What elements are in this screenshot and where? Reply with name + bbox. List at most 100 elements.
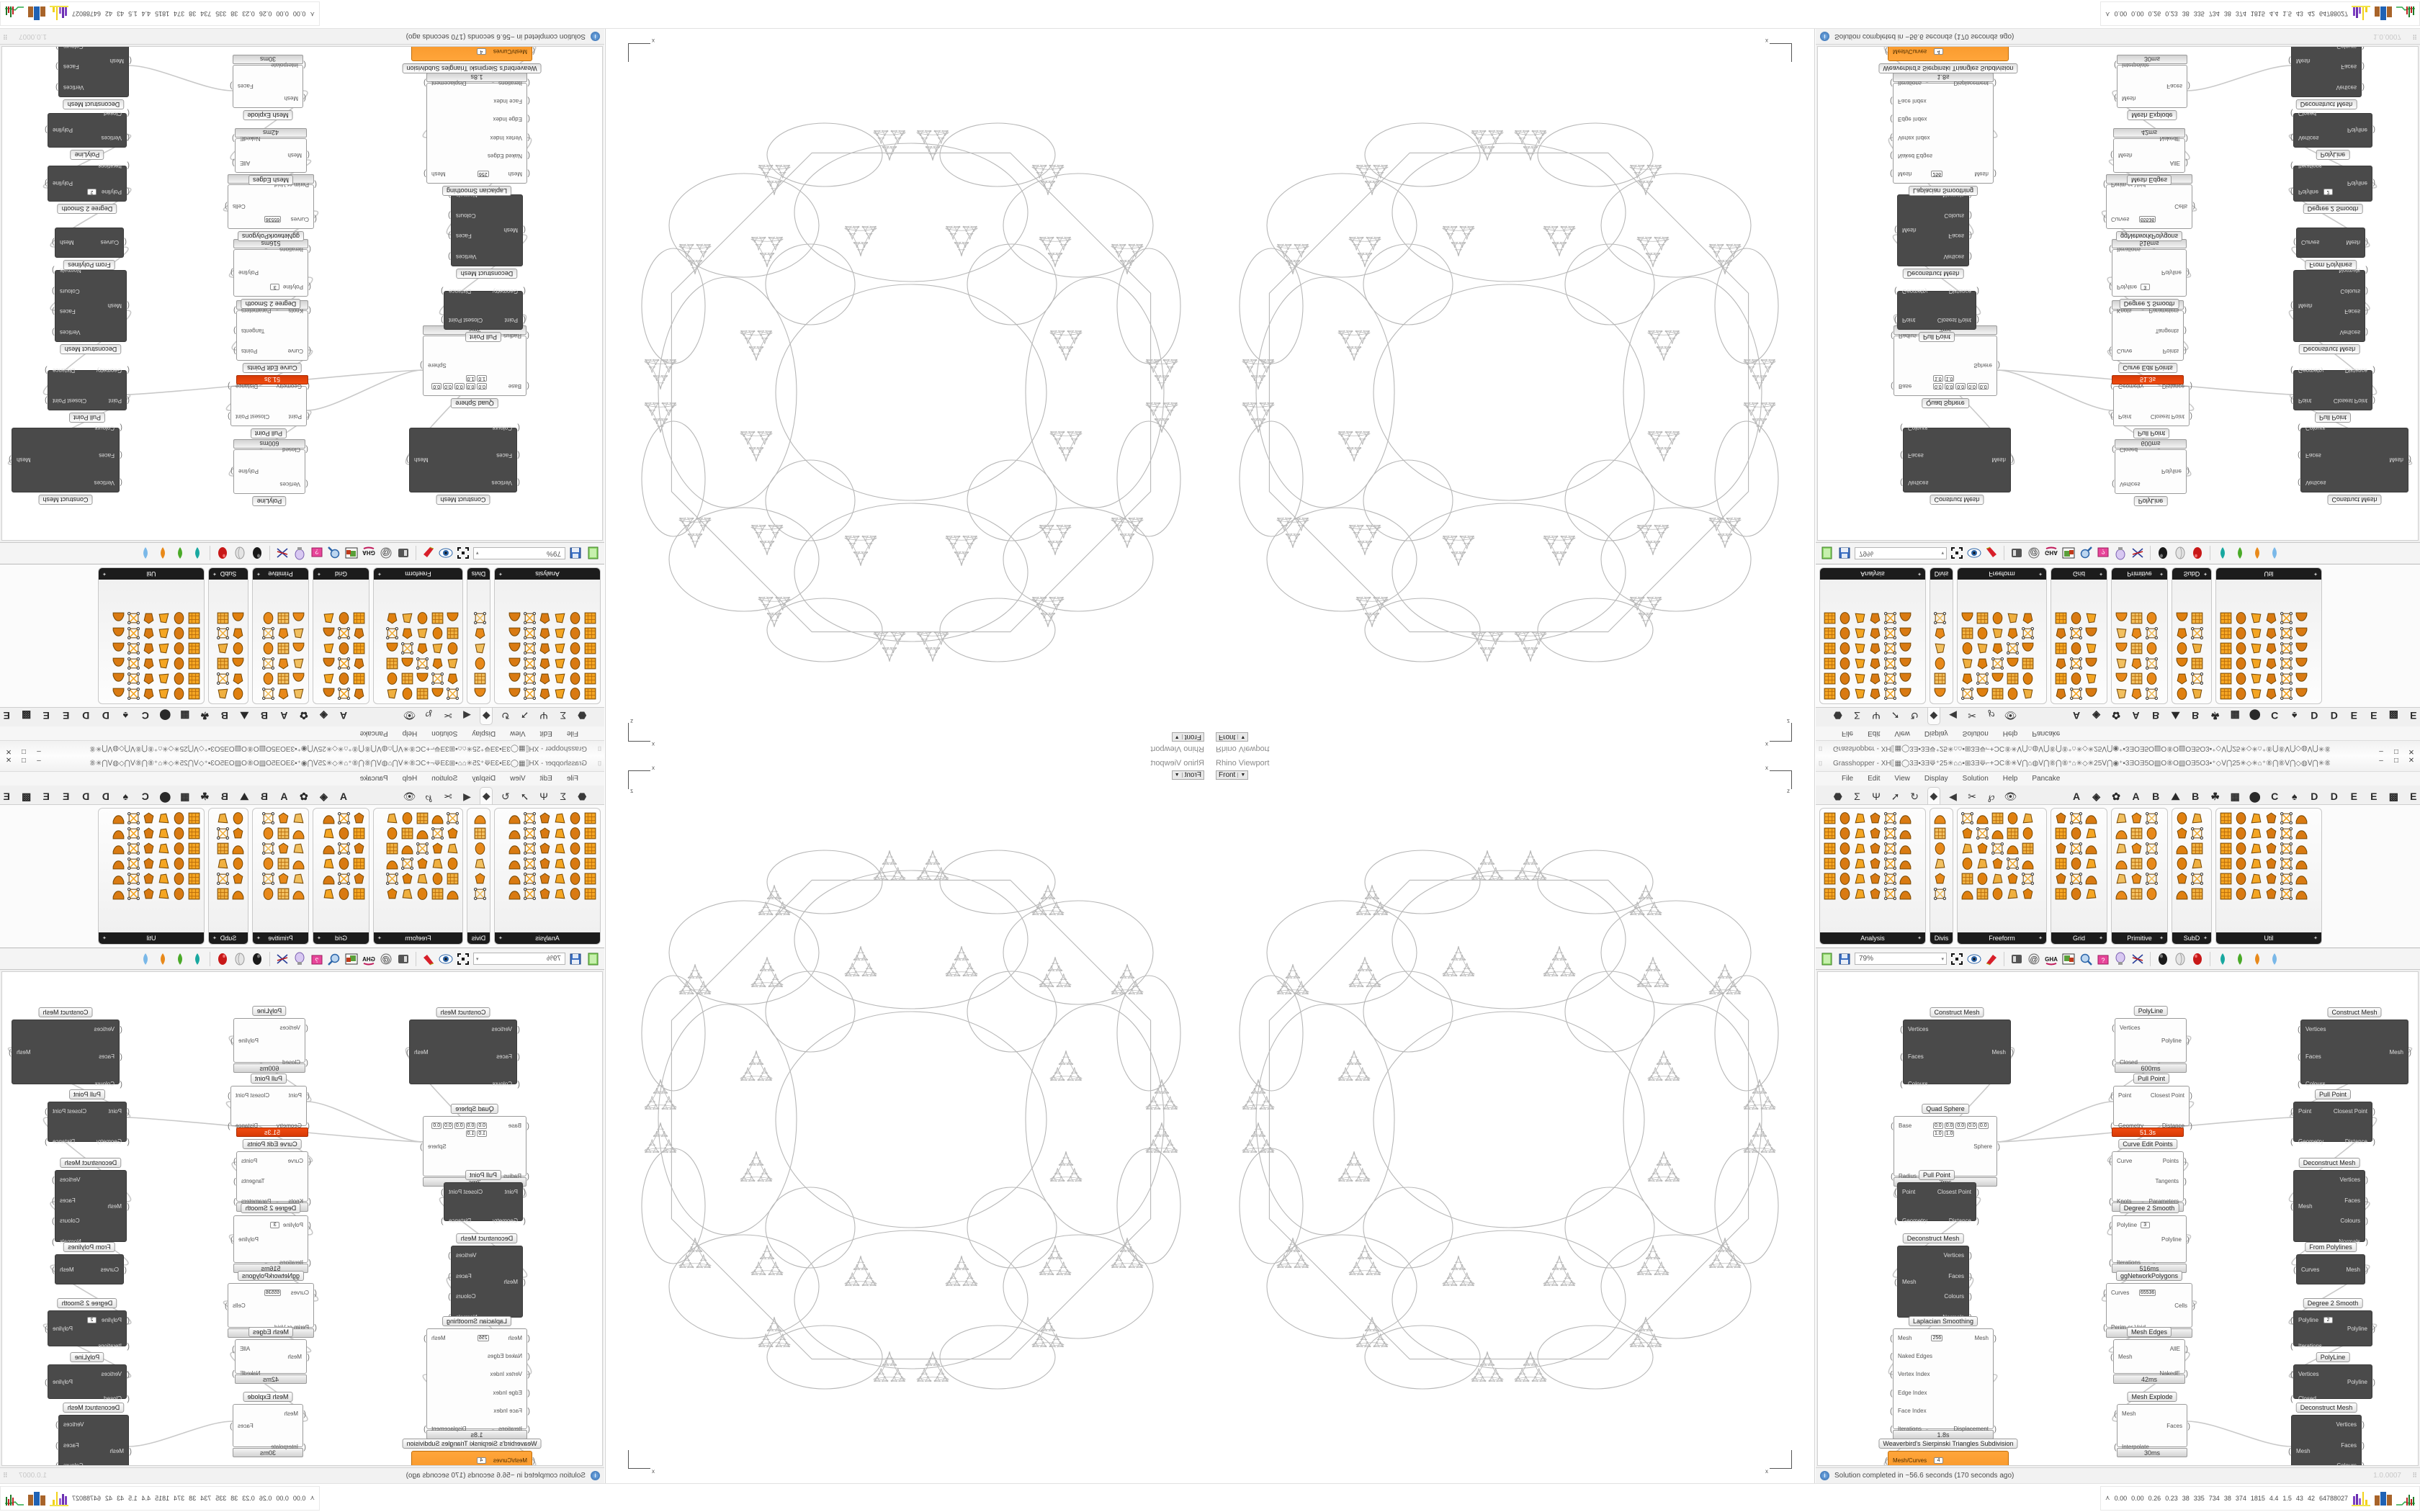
node-input-closed[interactable]: Closed: [282, 1059, 300, 1066]
component-icon[interactable]: [2084, 641, 2099, 656]
component-icon[interactable]: [385, 671, 400, 686]
component-icon[interactable]: [1852, 641, 1868, 656]
node-body[interactable]: Mesh(Interpolate(Faces): [2114, 60, 2190, 108]
component-icon[interactable]: [2190, 826, 2205, 841]
component-icon[interactable]: [445, 856, 460, 871]
component-icon[interactable]: [2190, 856, 2205, 871]
node-input-port[interactable]: (: [527, 1334, 530, 1343]
node-value-field[interactable]: 4: [476, 1457, 486, 1464]
save-file-icon[interactable]: [1837, 952, 1852, 966]
tab-glyph-0-icon[interactable]: ⬣: [578, 710, 587, 721]
node-title[interactable]: PolyLine: [252, 496, 287, 506]
component-icon[interactable]: [2114, 686, 2129, 701]
node-output-faces[interactable]: Faces: [238, 83, 254, 89]
gh-node[interactable]: Mesh Explode Mesh(Interpolate(Faces) 30ms: [230, 1390, 306, 1457]
component-icon[interactable]: [2233, 686, 2249, 701]
node-value-field[interactable]: 4: [1934, 48, 1944, 55]
node-input-port[interactable]: (: [1900, 423, 1903, 432]
node-value-field[interactable]: 256: [477, 1335, 489, 1341]
component-icon[interactable]: [430, 686, 445, 701]
tab-glyph-1-icon[interactable]: Σ: [1854, 791, 1860, 802]
gh-node[interactable]: Weaverbird's Sierpinski Triangles Subdiv…: [402, 46, 542, 76]
node-output-faces[interactable]: Faces: [60, 308, 76, 315]
component-icon[interactable]: [507, 626, 522, 641]
ribbon-group-divis[interactable]: Divis: [467, 567, 490, 704]
node-values[interactable]: 4: [1934, 1457, 1944, 1464]
node-output-port[interactable]: ): [55, 1462, 58, 1466]
gh-node[interactable]: PolyLine Vertices(Closed(Polyline): [2290, 1350, 2375, 1403]
tab-letter-7[interactable]: ☘: [2210, 710, 2220, 721]
node-output-port[interactable]: ): [441, 1217, 444, 1225]
ribbon-group-primitive[interactable]: Primitive ✦: [252, 808, 309, 945]
node-body[interactable]: Mesh/Curves(Level(Output Mesh/Curves)4: [411, 46, 535, 61]
node-output-mesh[interactable]: Mesh: [1991, 456, 2006, 463]
node-output-distance[interactable]: Distance: [53, 367, 76, 374]
node-input-port[interactable]: (: [1900, 1025, 1903, 1034]
component-icon[interactable]: [2020, 686, 2035, 701]
ribbon-group-divis[interactable]: Divis: [1930, 567, 1953, 704]
gh-node[interactable]: Pull Point Point(Geometry(Closest Point) D…: [441, 1168, 526, 1225]
node-input-closed[interactable]: Closed: [2120, 446, 2138, 453]
component-icon[interactable]: [1990, 841, 2005, 856]
tab-glyph-6-icon[interactable]: ◀: [463, 791, 471, 802]
node-value-field[interactable]: 1.0: [477, 375, 488, 382]
component-icon[interactable]: [1960, 826, 1975, 841]
component-icon[interactable]: [2053, 826, 2069, 841]
node-title[interactable]: Degree 2 Smooth: [241, 1203, 301, 1213]
gh-node[interactable]: Laplacian Smoothing Mesh(Naked Edges(Vert…: [424, 1314, 530, 1439]
node-input-port[interactable]: (: [1894, 1188, 1897, 1197]
component-icon[interactable]: [1822, 811, 1837, 826]
node-output-colours[interactable]: Colours: [1944, 212, 1964, 219]
node-input-port[interactable]: (: [2114, 94, 2117, 102]
node-body[interactable]: Vertices(Closed(Polyline): [2112, 1018, 2190, 1067]
component-icon[interactable]: [2020, 826, 2035, 841]
node-input-mesh[interactable]: Mesh: [107, 302, 122, 309]
gh-node[interactable]: Deconstruct Mesh Mesh(Vertices) Faces) Colo…: [2288, 1400, 2365, 1465]
component-icon[interactable]: [430, 856, 445, 871]
component-icon[interactable]: [351, 856, 367, 871]
ribbon-icon-grid[interactable]: [313, 580, 369, 703]
node-input-port[interactable]: (: [127, 1370, 130, 1379]
node-values[interactable]: 4: [476, 48, 486, 55]
component-icon[interactable]: [351, 656, 367, 671]
node-input-point[interactable]: Point: [108, 1108, 122, 1115]
node-value-field[interactable]: 3: [2140, 1222, 2150, 1228]
paint-preview-icon[interactable]: [421, 546, 436, 561]
node-output-port[interactable]: ): [448, 1292, 451, 1302]
tab-letter-14[interactable]: E: [2350, 710, 2357, 721]
red-sphere-icon[interactable]: [215, 546, 230, 561]
node-input-mesh[interactable]: Mesh: [284, 95, 298, 102]
component-icon[interactable]: [126, 656, 141, 671]
component-icon[interactable]: [2279, 686, 2294, 701]
component-icon[interactable]: [2069, 671, 2084, 686]
node-input-port[interactable]: (: [2110, 1092, 2113, 1100]
tab-glyph-6-icon[interactable]: ◀: [1949, 710, 1957, 721]
ribbon-icon-grid[interactable]: [253, 580, 308, 703]
red-sphere-icon[interactable]: [2190, 546, 2205, 561]
node-input-port[interactable]: (: [307, 1353, 310, 1362]
node-output-sphere[interactable]: Sphere: [1973, 1143, 1992, 1150]
node-input-interpolate[interactable]: Interpolate: [2122, 62, 2149, 68]
gh-node[interactable]: Pull Point Point(Geometry(Closest Point) D…: [2290, 1087, 2375, 1146]
gh-node[interactable]: Degree 2 Smooth Polyline(Iterations(Polyl…: [2290, 1296, 2375, 1351]
ribbon-icon-grid[interactable]: [99, 580, 204, 703]
component-icon[interactable]: [126, 841, 141, 856]
node-body[interactable]: Point(Geometry(Closest Point) Distance): [441, 1182, 526, 1225]
node-value-field[interactable]: 1.0: [1944, 375, 1955, 382]
node-output-distance[interactable]: Distance: [449, 288, 472, 294]
component-icon[interactable]: [2144, 641, 2159, 656]
component-icon[interactable]: [1883, 656, 1898, 671]
gh-node[interactable]: From Polylines Curves(Mesh): [52, 228, 127, 272]
node-input-port[interactable]: (: [129, 1447, 132, 1456]
component-icon[interactable]: [400, 856, 415, 871]
component-icon[interactable]: [187, 611, 202, 626]
node-values[interactable]: 2: [86, 1317, 97, 1323]
node-output-port[interactable]: ): [2372, 1325, 2375, 1333]
component-icon[interactable]: [2069, 611, 2084, 626]
tab-glyph-6-icon[interactable]: ◀: [1949, 791, 1957, 802]
node-input-interpolate[interactable]: Interpolate: [271, 1444, 298, 1450]
gh-node[interactable]: Mesh Edges Mesh(AllE) NakedE) 42ms: [2110, 128, 2188, 187]
node-input-mesh[interactable]: Mesh: [109, 1448, 124, 1454]
node-output-port[interactable]: ): [2365, 266, 2368, 274]
node-body[interactable]: Curves(Perim or Void(Cells)65536: [225, 1283, 317, 1332]
